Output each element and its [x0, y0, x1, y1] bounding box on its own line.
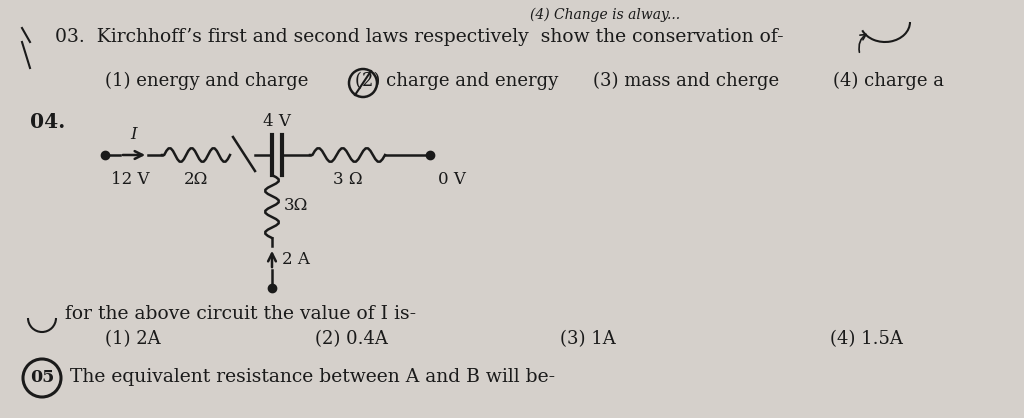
- Text: 12 V: 12 V: [111, 171, 150, 188]
- Text: (3) mass and cherge: (3) mass and cherge: [593, 72, 779, 90]
- Text: (4) charge a: (4) charge a: [833, 72, 944, 90]
- Text: (3) 1A: (3) 1A: [560, 330, 615, 348]
- Text: for the above circuit the value of I is-: for the above circuit the value of I is-: [65, 305, 416, 323]
- Text: 04.: 04.: [30, 112, 66, 132]
- Text: 2 A: 2 A: [282, 250, 310, 268]
- Text: 3 Ω: 3 Ω: [333, 171, 362, 188]
- Text: (2) charge and energy: (2) charge and energy: [355, 72, 558, 90]
- Text: 3Ω: 3Ω: [284, 197, 308, 214]
- Text: 05: 05: [30, 370, 54, 387]
- Text: (4) Change is alway...: (4) Change is alway...: [530, 8, 680, 23]
- Text: (2) 0.4A: (2) 0.4A: [315, 330, 388, 348]
- Text: 4 V: 4 V: [263, 113, 291, 130]
- Text: 03.  Kirchhoff’s first and second laws respectively  show the conservation of-: 03. Kirchhoff’s first and second laws re…: [55, 28, 783, 46]
- Text: I: I: [131, 126, 137, 143]
- Text: 2Ω: 2Ω: [184, 171, 208, 188]
- Text: (1) energy and charge: (1) energy and charge: [105, 72, 308, 90]
- Text: 0 V: 0 V: [438, 171, 466, 188]
- Text: The equivalent resistance between A and B will be-: The equivalent resistance between A and …: [70, 368, 555, 386]
- Text: (1) 2A: (1) 2A: [105, 330, 161, 348]
- Text: (4) 1.5A: (4) 1.5A: [830, 330, 903, 348]
